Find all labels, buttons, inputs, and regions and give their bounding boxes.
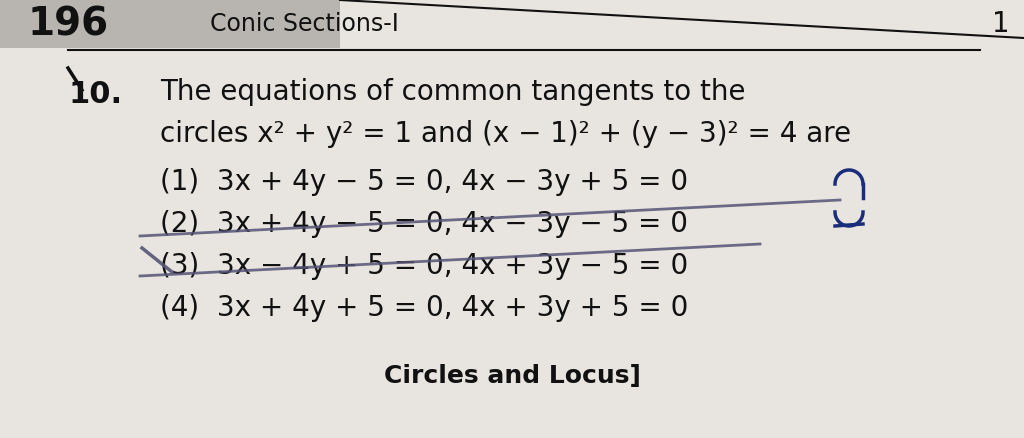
Text: circles x² + y² = 1 and (x − 1)² + (y − 3)² = 4 are: circles x² + y² = 1 and (x − 1)² + (y − … bbox=[160, 120, 851, 148]
Text: (2)  3x + 4y − 5 = 0, 4x − 3y − 5 = 0: (2) 3x + 4y − 5 = 0, 4x − 3y − 5 = 0 bbox=[160, 210, 688, 238]
Text: 196: 196 bbox=[28, 5, 109, 43]
Text: The equations of common tangents to the: The equations of common tangents to the bbox=[160, 78, 745, 106]
Text: Circles and Locus]: Circles and Locus] bbox=[384, 364, 640, 388]
Text: (3)  3x − 4y + 5 = 0, 4x + 3y − 5 = 0: (3) 3x − 4y + 5 = 0, 4x + 3y − 5 = 0 bbox=[160, 252, 688, 280]
Text: 10.: 10. bbox=[68, 80, 122, 109]
Text: (1)  3x + 4y − 5 = 0, 4x − 3y + 5 = 0: (1) 3x + 4y − 5 = 0, 4x − 3y + 5 = 0 bbox=[160, 168, 688, 196]
Bar bbox=[0, 0, 340, 48]
Text: Conic Sections-I: Conic Sections-I bbox=[210, 12, 399, 36]
Text: (4)  3x + 4y + 5 = 0, 4x + 3y + 5 = 0: (4) 3x + 4y + 5 = 0, 4x + 3y + 5 = 0 bbox=[160, 294, 688, 322]
Text: 1: 1 bbox=[992, 10, 1010, 38]
